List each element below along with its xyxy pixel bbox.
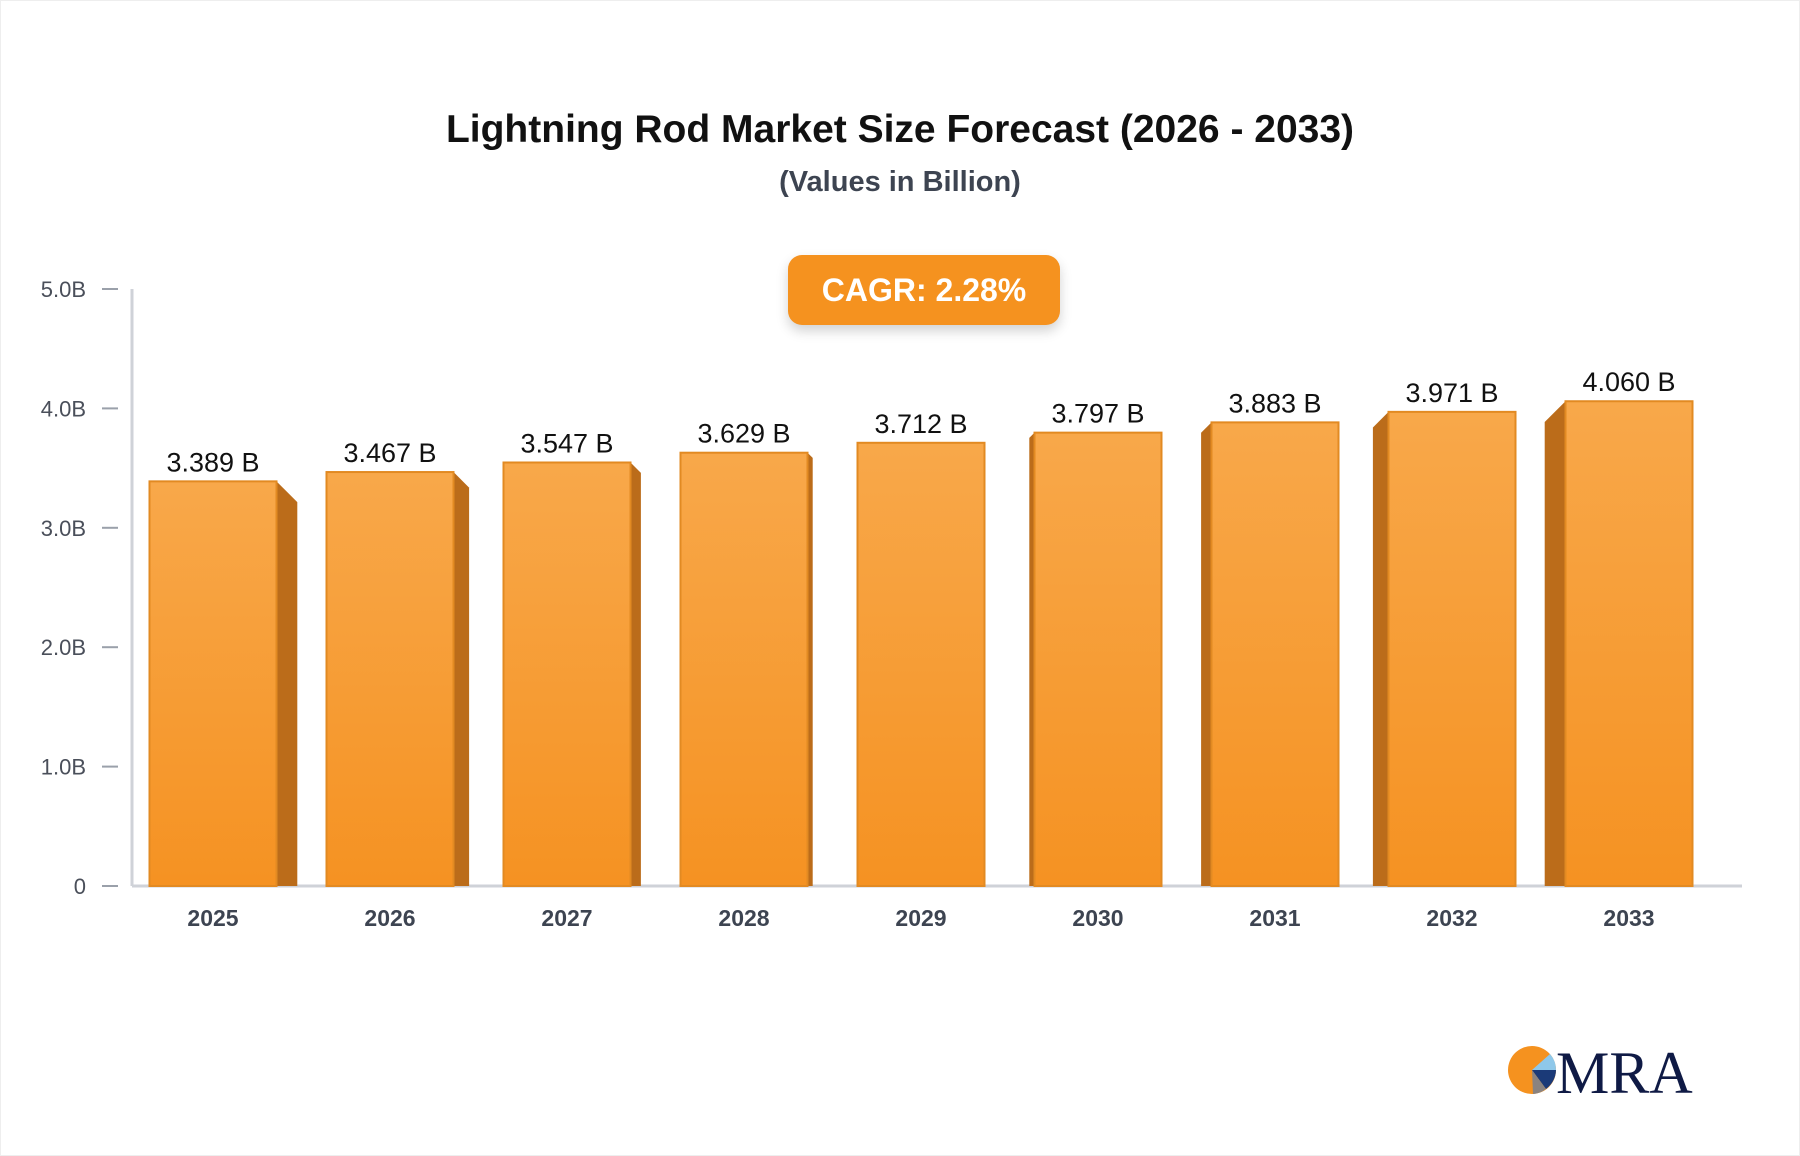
x-tick-label: 2025 <box>187 905 238 931</box>
bar <box>1210 421 1340 887</box>
bar <box>679 451 809 887</box>
x-tick-label: 2028 <box>718 905 769 931</box>
y-tick-label: 0 <box>74 874 86 899</box>
bar <box>1387 410 1517 887</box>
x-tick-label: 2027 <box>541 905 592 931</box>
bar-side <box>1544 401 1566 886</box>
bar-side <box>453 472 470 886</box>
bar-side <box>1201 422 1212 886</box>
y-tick-label: 5.0B <box>41 277 86 302</box>
bar <box>1564 400 1694 887</box>
bar-side <box>1029 432 1035 886</box>
bar-side <box>276 481 298 886</box>
data-label: 3.629 B <box>697 419 790 449</box>
bar-side <box>630 462 641 886</box>
data-label: 4.060 B <box>1582 367 1675 397</box>
chart-title: Lightning Rod Market Size Forecast (2026… <box>445 108 1355 151</box>
x-tick-label: 2026 <box>364 905 415 931</box>
data-label: 3.547 B <box>520 428 613 458</box>
x-tick-label: 2030 <box>1072 905 1123 931</box>
y-tick-label: 1.0B <box>41 755 86 780</box>
cagr-badge: CAGR: 2.28% <box>788 255 1060 325</box>
y-tick-label: 2.0B <box>41 635 86 660</box>
y-tick-label: 3.0B <box>41 516 86 541</box>
data-label: 3.389 B <box>166 447 259 477</box>
bar-side <box>807 452 813 886</box>
x-tick-label: 2029 <box>895 905 946 931</box>
bar <box>325 471 455 887</box>
chart-subtitle: (Values in Billion) <box>779 166 1021 198</box>
data-label: 3.797 B <box>1051 399 1144 429</box>
data-label: 3.712 B <box>874 409 967 439</box>
x-tick-label: 2032 <box>1426 905 1477 931</box>
data-label: 3.971 B <box>1405 378 1498 408</box>
data-label: 3.467 B <box>343 438 436 468</box>
logo-pie-icon: MRA <box>1508 1040 1693 1100</box>
bar <box>502 461 632 887</box>
data-label: 3.883 B <box>1228 388 1321 418</box>
x-tick-label: 2031 <box>1249 905 1300 931</box>
mra-logo: MRA <box>1506 1040 1706 1100</box>
bar <box>856 441 986 887</box>
bar <box>148 480 278 887</box>
svg-text:MRA: MRA <box>1556 1040 1693 1100</box>
x-tick-label: 2033 <box>1603 905 1654 931</box>
bar-side <box>1372 411 1389 886</box>
bar <box>1033 431 1163 887</box>
y-tick-label: 4.0B <box>41 396 86 421</box>
